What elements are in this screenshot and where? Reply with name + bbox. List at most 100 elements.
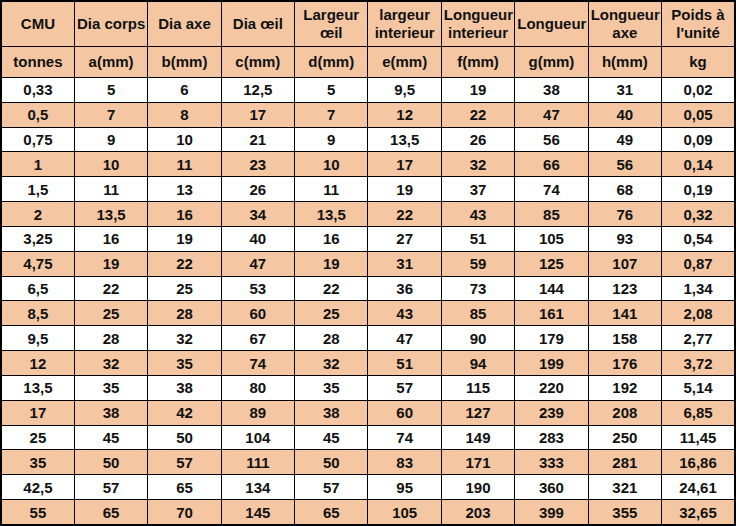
column-title-1: Dia corps (74, 1, 147, 47)
table-cell: 250 (588, 425, 661, 450)
table-row: 0,335612,559,51938310,02 (1, 78, 735, 103)
table-cell: 57 (74, 475, 147, 500)
table-cell: 16 (295, 226, 368, 251)
table-cell: 73 (441, 276, 514, 301)
table-cell: 13 (148, 177, 221, 202)
table-cell: 31 (588, 78, 661, 103)
table-cell: 89 (221, 400, 294, 425)
table-cell: 25 (1, 425, 74, 450)
table-cell: 4,75 (1, 251, 74, 276)
table-cell: 176 (588, 351, 661, 376)
table-cell: 22 (74, 276, 147, 301)
table-cell: 19 (368, 177, 441, 202)
table-cell: 70 (148, 500, 221, 525)
table-row: 42,55765134579519036032124,61 (1, 475, 735, 500)
table-cell: 161 (515, 301, 588, 326)
table-cell: 6,5 (1, 276, 74, 301)
table-cell: 0,19 (662, 177, 735, 202)
table-cell: 0,33 (1, 78, 74, 103)
table-cell: 51 (368, 351, 441, 376)
table-cell: 208 (588, 400, 661, 425)
table-cell: 27 (368, 226, 441, 251)
table-cell: 74 (515, 177, 588, 202)
table-cell: 24,61 (662, 475, 735, 500)
table-cell: 74 (221, 351, 294, 376)
table-cell: 66 (515, 152, 588, 177)
table-cell: 8,5 (1, 301, 74, 326)
table-cell: 57 (148, 450, 221, 475)
table-cell: 85 (441, 301, 514, 326)
table-cell: 60 (221, 301, 294, 326)
table-cell: 8 (148, 102, 221, 127)
table-cell: 2 (1, 202, 74, 227)
table-cell: 49 (588, 127, 661, 152)
table-cell: 11 (74, 177, 147, 202)
table-cell: 32,65 (662, 500, 735, 525)
table-cell: 105 (515, 226, 588, 251)
table-cell: 21 (221, 127, 294, 152)
table-cell: 42 (148, 400, 221, 425)
table-cell: 13,5 (368, 127, 441, 152)
table-cell: 12 (368, 102, 441, 127)
table-cell: 31 (368, 251, 441, 276)
column-title-3: Dia œil (221, 1, 294, 47)
table-cell: 74 (368, 425, 441, 450)
table-cell: 80 (221, 375, 294, 400)
table-cell: 19 (74, 251, 147, 276)
table-cell: 107 (588, 251, 661, 276)
table-cell: 40 (221, 226, 294, 251)
table-cell: 67 (221, 326, 294, 351)
table-cell: 45 (295, 425, 368, 450)
table-row: 110112310173266560,14 (1, 152, 735, 177)
table-cell: 11 (148, 152, 221, 177)
table-cell: 1,5 (1, 177, 74, 202)
table-cell: 0,54 (662, 226, 735, 251)
table-cell: 144 (515, 276, 588, 301)
table-cell: 141 (588, 301, 661, 326)
table-cell: 399 (515, 500, 588, 525)
table-cell: 1,34 (662, 276, 735, 301)
table-cell: 25 (74, 301, 147, 326)
column-unit-7: g(mm) (515, 47, 588, 78)
table-cell: 6,85 (662, 400, 735, 425)
table-cell: 123 (588, 276, 661, 301)
column-unit-5: e(mm) (368, 47, 441, 78)
table-cell: 104 (221, 425, 294, 450)
table-cell: 105 (368, 500, 441, 525)
table-row: 1738428938601272392086,85 (1, 400, 735, 425)
table-cell: 19 (148, 226, 221, 251)
table-cell: 35 (74, 375, 147, 400)
table-cell: 60 (368, 400, 441, 425)
table-cell: 65 (295, 500, 368, 525)
column-title-0: CMU (1, 1, 74, 47)
column-unit-9: kg (662, 47, 735, 78)
table-cell: 192 (588, 375, 661, 400)
table-cell: 28 (148, 301, 221, 326)
table-cell: 68 (588, 177, 661, 202)
table-row: 123235743251941991763,72 (1, 351, 735, 376)
table-cell: 2,77 (662, 326, 735, 351)
table-row: 13,535388035571152201925,14 (1, 375, 735, 400)
column-unit-8: h(mm) (588, 47, 661, 78)
table-cell: 111 (221, 450, 294, 475)
table-cell: 38 (515, 78, 588, 103)
table-cell: 12,5 (221, 78, 294, 103)
table-cell: 0,75 (1, 127, 74, 152)
table-cell: 11 (295, 177, 368, 202)
table-cell: 35 (1, 450, 74, 475)
table-row: 4,751922471931591251070,87 (1, 251, 735, 276)
table-cell: 13,5 (295, 202, 368, 227)
table-cell: 203 (441, 500, 514, 525)
table-row: 0,7591021913,52656490,09 (1, 127, 735, 152)
table-row: 355057111508317133328116,86 (1, 450, 735, 475)
table-cell: 0,02 (662, 78, 735, 103)
table-cell: 281 (588, 450, 661, 475)
table-cell: 57 (368, 375, 441, 400)
column-unit-2: b(mm) (148, 47, 221, 78)
table-row: 213,5163413,5224385760,32 (1, 202, 735, 227)
table-cell: 36 (368, 276, 441, 301)
table-cell: 2,08 (662, 301, 735, 326)
table-cell: 360 (515, 475, 588, 500)
table-cell: 158 (588, 326, 661, 351)
table-cell: 32 (441, 152, 514, 177)
